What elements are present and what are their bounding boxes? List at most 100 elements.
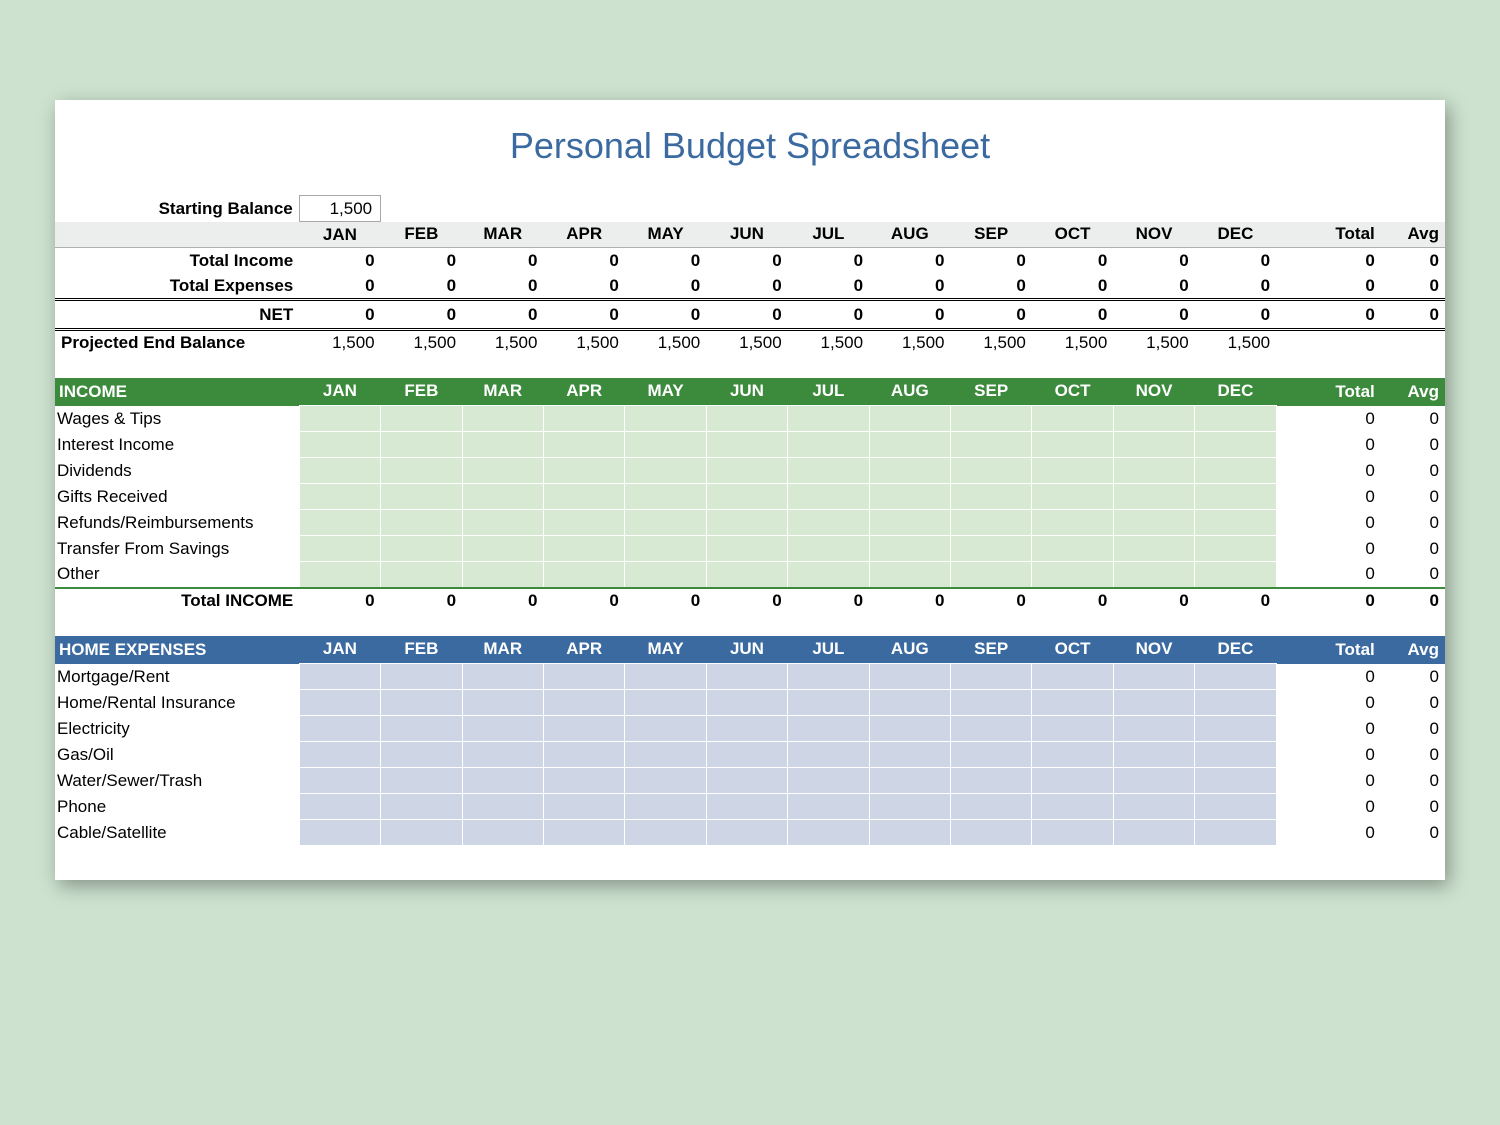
home-expense-item-cell[interactable] (788, 794, 869, 820)
home-expense-item-cell[interactable] (625, 794, 706, 820)
home-expense-item-cell[interactable] (869, 768, 950, 794)
home-expense-item-cell[interactable] (950, 664, 1031, 690)
income-item-cell[interactable] (299, 484, 380, 510)
income-item-cell[interactable] (543, 536, 624, 562)
income-item-cell[interactable] (869, 484, 950, 510)
home-expense-item-cell[interactable] (625, 742, 706, 768)
home-expense-item-cell[interactable] (950, 820, 1031, 846)
income-item-cell[interactable] (1195, 536, 1276, 562)
income-item-cell[interactable] (869, 458, 950, 484)
home-expense-item-cell[interactable] (299, 716, 380, 742)
home-expense-item-cell[interactable] (1032, 716, 1113, 742)
home-expense-item-cell[interactable] (706, 690, 787, 716)
income-item-cell[interactable] (1113, 510, 1194, 536)
home-expense-item-cell[interactable] (462, 716, 543, 742)
income-item-cell[interactable] (1113, 458, 1194, 484)
home-expense-item-cell[interactable] (1032, 820, 1113, 846)
income-item-cell[interactable] (950, 484, 1031, 510)
home-expense-item-cell[interactable] (869, 664, 950, 690)
income-item-cell[interactable] (381, 484, 462, 510)
income-item-cell[interactable] (299, 458, 380, 484)
income-item-cell[interactable] (1195, 432, 1276, 458)
home-expense-item-cell[interactable] (788, 664, 869, 690)
home-expense-item-cell[interactable] (1032, 664, 1113, 690)
home-expense-item-cell[interactable] (625, 768, 706, 794)
home-expense-item-cell[interactable] (950, 690, 1031, 716)
home-expense-item-cell[interactable] (543, 794, 624, 820)
home-expense-item-cell[interactable] (950, 794, 1031, 820)
home-expense-item-cell[interactable] (706, 664, 787, 690)
income-item-cell[interactable] (950, 562, 1031, 588)
income-item-cell[interactable] (950, 406, 1031, 432)
income-item-cell[interactable] (1032, 562, 1113, 588)
home-expense-item-cell[interactable] (1195, 820, 1276, 846)
income-item-cell[interactable] (299, 510, 380, 536)
home-expense-item-cell[interactable] (462, 690, 543, 716)
income-item-cell[interactable] (869, 562, 950, 588)
home-expense-item-cell[interactable] (299, 690, 380, 716)
home-expense-item-cell[interactable] (1113, 768, 1194, 794)
income-item-cell[interactable] (625, 562, 706, 588)
income-item-cell[interactable] (788, 458, 869, 484)
income-item-cell[interactable] (543, 432, 624, 458)
home-expense-item-cell[interactable] (299, 820, 380, 846)
income-item-cell[interactable] (869, 406, 950, 432)
income-item-cell[interactable] (381, 458, 462, 484)
income-item-cell[interactable] (1195, 406, 1276, 432)
home-expense-item-cell[interactable] (299, 794, 380, 820)
income-item-cell[interactable] (1032, 406, 1113, 432)
home-expense-item-cell[interactable] (543, 820, 624, 846)
income-item-cell[interactable] (869, 536, 950, 562)
income-item-cell[interactable] (462, 406, 543, 432)
income-item-cell[interactable] (788, 484, 869, 510)
home-expense-item-cell[interactable] (788, 820, 869, 846)
income-item-cell[interactable] (462, 536, 543, 562)
income-item-cell[interactable] (1195, 484, 1276, 510)
income-item-cell[interactable] (1032, 484, 1113, 510)
home-expense-item-cell[interactable] (1113, 794, 1194, 820)
home-expense-item-cell[interactable] (543, 716, 624, 742)
home-expense-item-cell[interactable] (706, 794, 787, 820)
income-item-cell[interactable] (625, 406, 706, 432)
income-item-cell[interactable] (299, 406, 380, 432)
income-item-cell[interactable] (543, 484, 624, 510)
income-item-cell[interactable] (706, 406, 787, 432)
income-item-cell[interactable] (1113, 562, 1194, 588)
income-item-cell[interactable] (950, 458, 1031, 484)
income-item-cell[interactable] (462, 458, 543, 484)
income-item-cell[interactable] (381, 406, 462, 432)
home-expense-item-cell[interactable] (1195, 690, 1276, 716)
home-expense-item-cell[interactable] (1113, 690, 1194, 716)
income-item-cell[interactable] (706, 536, 787, 562)
home-expense-item-cell[interactable] (381, 820, 462, 846)
income-item-cell[interactable] (950, 510, 1031, 536)
income-item-cell[interactable] (625, 432, 706, 458)
income-item-cell[interactable] (788, 510, 869, 536)
home-expense-item-cell[interactable] (462, 742, 543, 768)
home-expense-item-cell[interactable] (706, 742, 787, 768)
home-expense-item-cell[interactable] (543, 690, 624, 716)
home-expense-item-cell[interactable] (788, 742, 869, 768)
home-expense-item-cell[interactable] (381, 794, 462, 820)
income-item-cell[interactable] (950, 536, 1031, 562)
income-item-cell[interactable] (381, 432, 462, 458)
income-item-cell[interactable] (299, 536, 380, 562)
income-item-cell[interactable] (625, 458, 706, 484)
home-expense-item-cell[interactable] (543, 664, 624, 690)
starting-balance-cell[interactable]: 1,500 (299, 196, 380, 222)
home-expense-item-cell[interactable] (1195, 794, 1276, 820)
income-item-cell[interactable] (625, 536, 706, 562)
income-item-cell[interactable] (706, 484, 787, 510)
home-expense-item-cell[interactable] (462, 794, 543, 820)
income-item-cell[interactable] (1195, 510, 1276, 536)
income-item-cell[interactable] (706, 562, 787, 588)
income-item-cell[interactable] (1032, 432, 1113, 458)
home-expense-item-cell[interactable] (1113, 716, 1194, 742)
income-item-cell[interactable] (788, 432, 869, 458)
home-expense-item-cell[interactable] (869, 690, 950, 716)
home-expense-item-cell[interactable] (1032, 742, 1113, 768)
income-item-cell[interactable] (1113, 484, 1194, 510)
home-expense-item-cell[interactable] (869, 820, 950, 846)
home-expense-item-cell[interactable] (1195, 742, 1276, 768)
income-item-cell[interactable] (381, 562, 462, 588)
